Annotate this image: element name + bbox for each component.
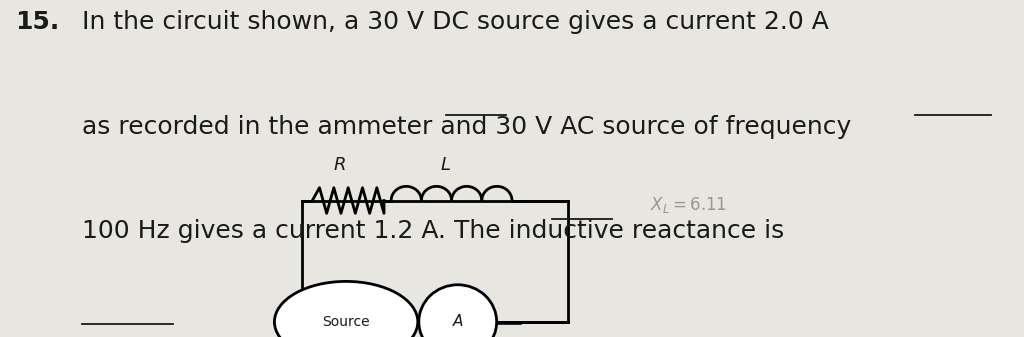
- Ellipse shape: [274, 281, 418, 337]
- Text: R: R: [334, 156, 346, 174]
- Text: L: L: [440, 156, 451, 174]
- Bar: [302, 201, 568, 322]
- Text: 15.: 15.: [15, 10, 59, 34]
- Text: as recorded in the ammeter and 30 V AC source of frequency: as recorded in the ammeter and 30 V AC s…: [82, 115, 851, 139]
- Text: Source: Source: [323, 315, 370, 329]
- Text: 100 Hz gives a current 1.2 A. The inductive reactance is: 100 Hz gives a current 1.2 A. The induct…: [82, 219, 784, 243]
- Text: A: A: [453, 314, 463, 329]
- Text: In the circuit shown, a 30 V DC source gives a current 2.0 A: In the circuit shown, a 30 V DC source g…: [82, 10, 828, 34]
- Ellipse shape: [419, 285, 497, 337]
- Text: $X_L = 6.11$: $X_L = 6.11$: [650, 195, 727, 215]
